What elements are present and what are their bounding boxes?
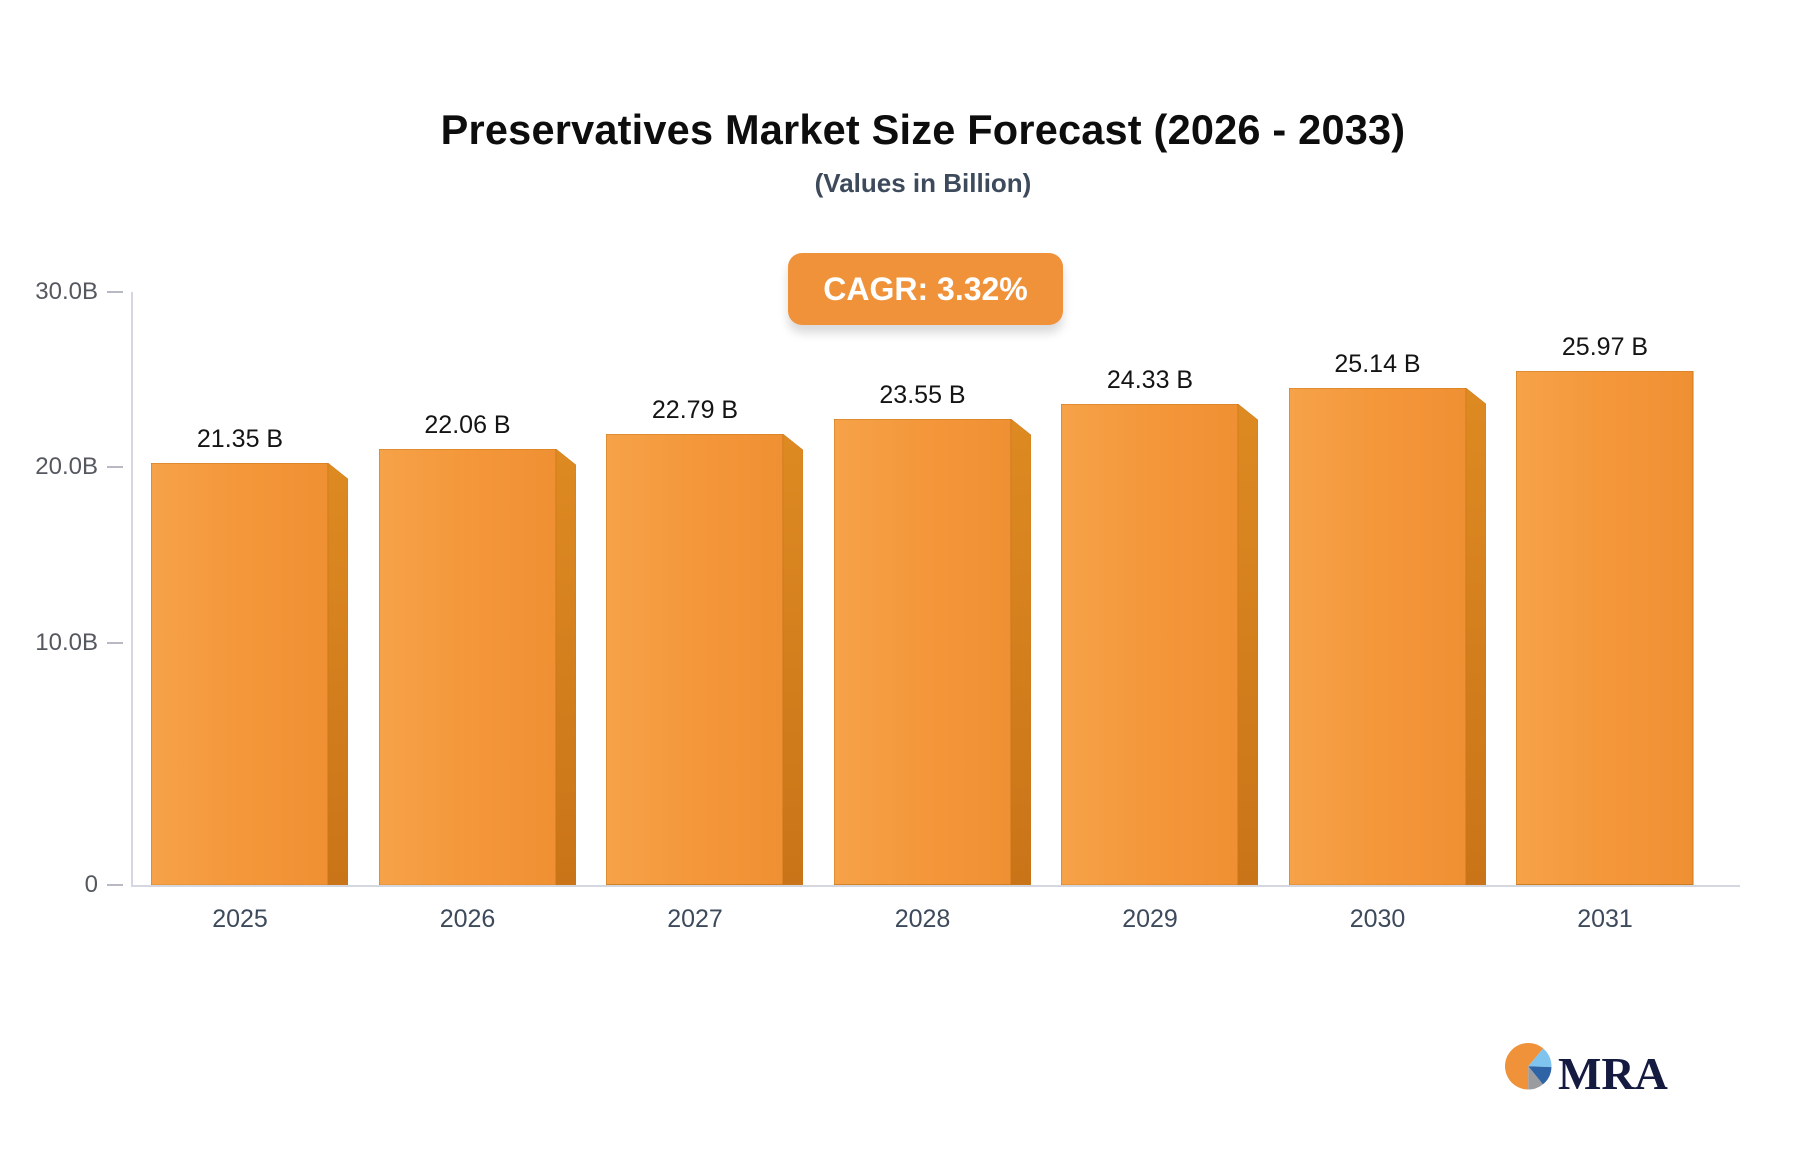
svg-text:MRA: MRA — [1558, 1048, 1668, 1099]
